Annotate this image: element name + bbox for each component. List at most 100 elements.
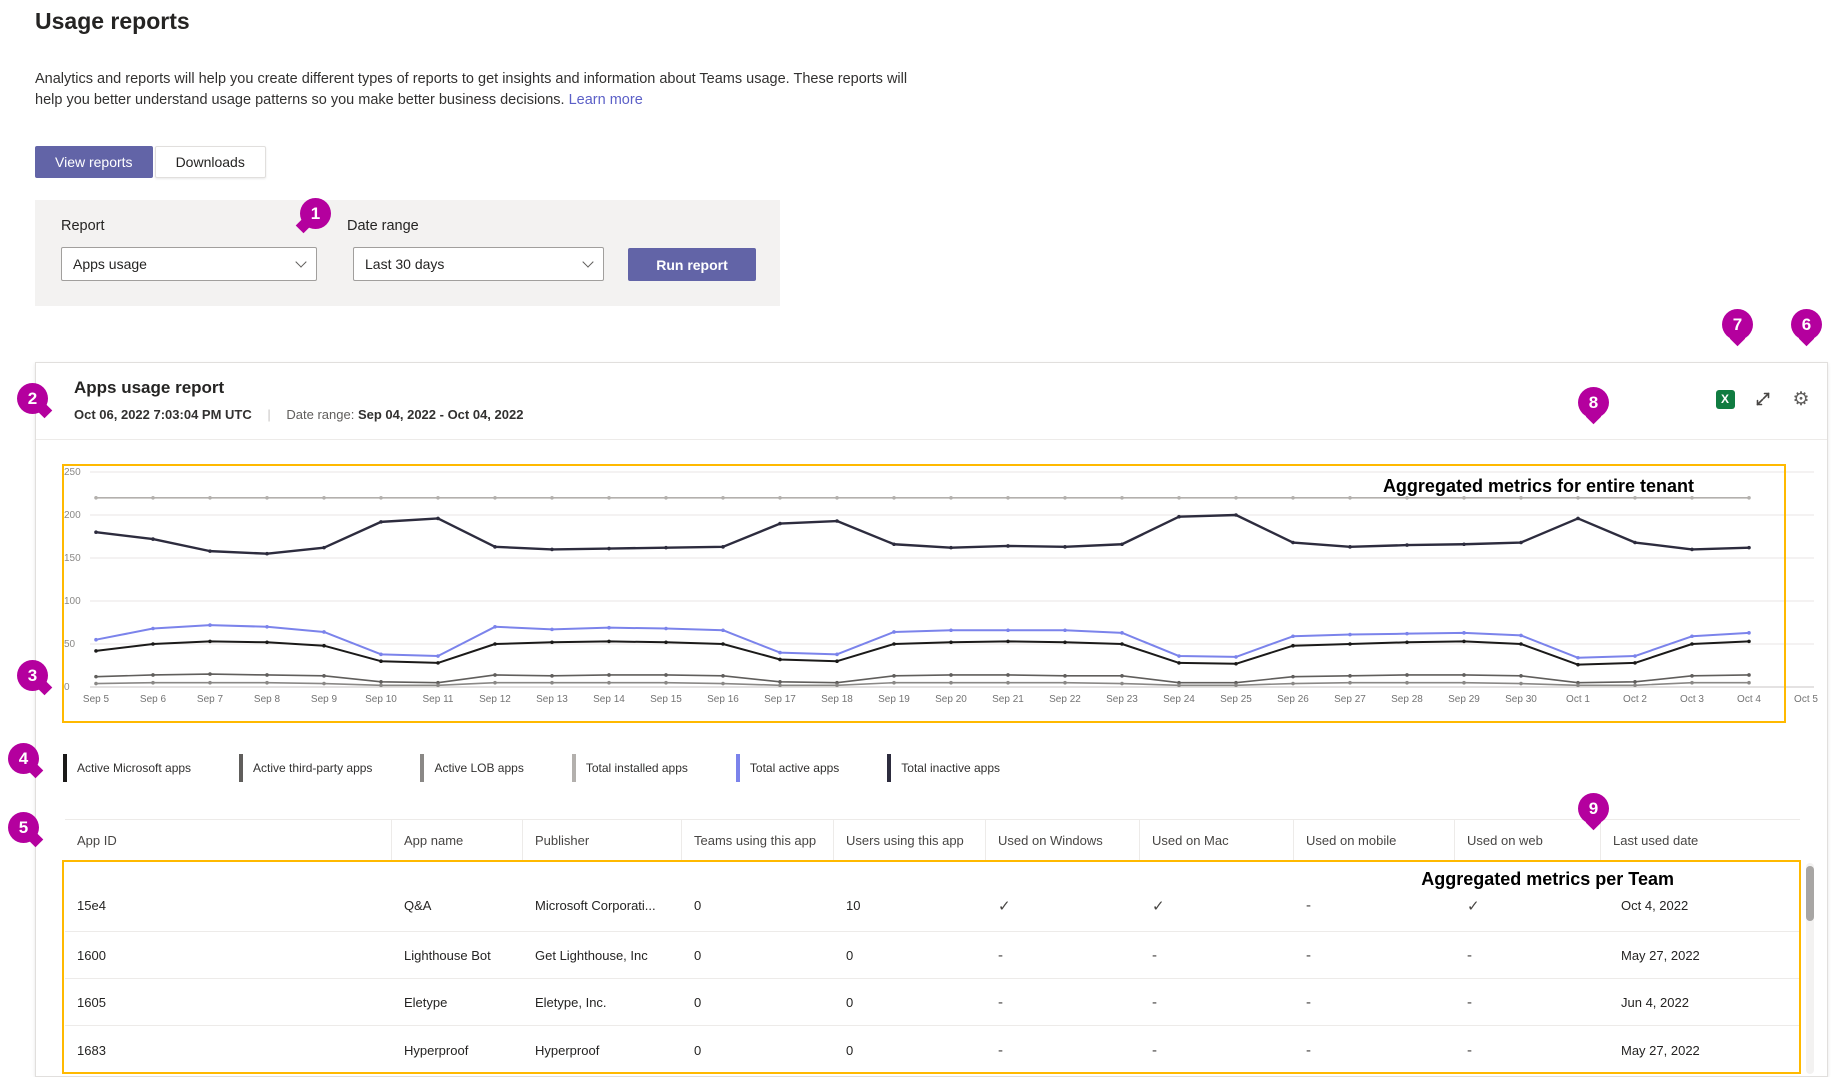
table-annotation-label: Aggregated metrics per Team <box>1421 869 1674 889</box>
cell-publisher: Microsoft Corporati... <box>535 898 656 913</box>
report-card-title: Apps usage report <box>74 378 225 397</box>
col-publisher: Publisher <box>523 820 682 861</box>
svg-text:Sep 23: Sep 23 <box>1106 694 1138 705</box>
cell-app-name: Q&A <box>404 898 432 913</box>
cell-teams: 0 <box>694 1042 702 1058</box>
table-row: 1683 Hyperproof Hyperproof 0 0 - - - - M… <box>65 1026 1800 1074</box>
report-generated-timestamp: Oct 06, 2022 7:03:04 PM UTC <box>74 407 252 422</box>
learn-more-link[interactable]: Learn more <box>568 91 643 108</box>
excel-export-icon[interactable]: X <box>1715 389 1735 409</box>
cell-teams: 0 <box>694 947 702 963</box>
col-used-mac: Used on Mac <box>1140 820 1294 861</box>
col-app-id: App ID <box>65 820 392 861</box>
check-icon: ✓ <box>1152 897 1165 915</box>
svg-text:Sep 14: Sep 14 <box>593 694 625 705</box>
apps-usage-report-card: Apps usage report Oct 06, 2022 7:03:04 P… <box>35 362 1828 1077</box>
svg-text:Sep 30: Sep 30 <box>1505 694 1537 705</box>
callout-pin-3: 3 <box>17 660 48 691</box>
svg-text:Sep 25: Sep 25 <box>1220 694 1252 705</box>
svg-text:Sep 6: Sep 6 <box>140 694 167 705</box>
cell-users: 10 <box>846 898 861 913</box>
dash-mark: - <box>1467 993 1472 1011</box>
svg-text:50: 50 <box>64 639 76 650</box>
svg-text:Oct 1: Oct 1 <box>1566 694 1590 705</box>
page-title: Usage reports <box>35 8 190 34</box>
apps-table-header: App ID App name Publisher Teams using th… <box>65 819 1800 862</box>
dash-mark: - <box>1152 946 1157 964</box>
svg-text:Sep 10: Sep 10 <box>365 694 397 705</box>
cell-app-name: Lighthouse Bot <box>404 947 491 963</box>
callout-pin-9: 9 <box>1578 793 1609 824</box>
report-tabs: View reports Downloads <box>35 146 266 178</box>
check-icon: ✓ <box>998 897 1011 915</box>
report-meta: Oct 06, 2022 7:03:04 PM UTC | Date range… <box>74 407 523 422</box>
svg-text:Sep 5: Sep 5 <box>83 694 110 705</box>
svg-text:Sep 9: Sep 9 <box>311 694 338 705</box>
col-app-name: App name <box>392 820 523 861</box>
scrollbar-thumb[interactable] <box>1806 866 1814 921</box>
legend-item: Total installed apps <box>571 754 702 782</box>
svg-text:Sep 13: Sep 13 <box>536 694 568 705</box>
run-report-button[interactable]: Run report <box>628 248 756 281</box>
svg-text:Sep 12: Sep 12 <box>479 694 511 705</box>
description-text: Analytics and reports will help you crea… <box>35 70 908 108</box>
dash-mark: - <box>1306 946 1311 964</box>
settings-gear-icon[interactable]: ⚙ <box>1792 388 1810 410</box>
table-row: 1605 Eletype Eletype, Inc. 0 0 - - - - J… <box>65 979 1800 1026</box>
svg-text:Sep 7: Sep 7 <box>197 694 224 705</box>
chart-legend: Active Microsoft apps Active third-party… <box>63 754 1014 782</box>
table-row: 15e4 Q&A Microsoft Corporati... 0 10 ✓ ✓… <box>65 862 1800 932</box>
table-scrollbar[interactable] <box>1806 863 1814 1074</box>
legend-item: Active LOB apps <box>420 754 537 782</box>
report-date-range-value: Sep 04, 2022 - Oct 04, 2022 <box>357 407 524 422</box>
svg-text:Oct 3: Oct 3 <box>1680 694 1704 705</box>
date-range-select-label: Date range <box>347 218 419 234</box>
cell-publisher: Hyperproof <box>535 1042 600 1058</box>
date-range-select-value: Last 30 days <box>365 256 445 272</box>
cell-users: 0 <box>846 947 854 963</box>
card-header-divider <box>36 439 1827 440</box>
usage-chart-area: 0 50 100 150 200 250 Sep 5 Sep 6 Sep 7 Sep 8 Sep 9… <box>62 464 1822 723</box>
svg-text:Sep 24: Sep 24 <box>1163 694 1195 705</box>
tab-view-reports[interactable]: View reports <box>35 146 153 178</box>
callout-pin-1: 1 <box>300 198 331 229</box>
cell-users: 0 <box>846 1042 854 1058</box>
svg-text:Sep 15: Sep 15 <box>650 694 682 705</box>
date-range-select[interactable]: Last 30 days <box>353 247 604 281</box>
callout-pin-8: 8 <box>1578 387 1609 418</box>
svg-text:Sep 26: Sep 26 <box>1277 694 1309 705</box>
check-icon: ✓ <box>1467 897 1480 915</box>
svg-text:150: 150 <box>64 553 81 564</box>
dash-mark: - <box>998 946 1003 964</box>
legend-item: Active third-party apps <box>239 754 386 782</box>
callout-pin-5: 5 <box>8 812 39 843</box>
report-select-value: Apps usage <box>73 256 147 272</box>
svg-text:Oct 2: Oct 2 <box>1623 694 1647 705</box>
report-select[interactable]: Apps usage <box>61 247 317 281</box>
legend-item: Total inactive apps <box>887 754 1014 782</box>
svg-text:0: 0 <box>64 682 70 693</box>
dash-mark: - <box>1306 897 1311 914</box>
usage-chart: 0 50 100 150 200 250 Sep 5 Sep 6 Sep 7 Sep 8 Sep 9… <box>64 467 1818 705</box>
apps-table-body: 15e4 Q&A Microsoft Corporati... 0 10 ✓ ✓… <box>65 862 1800 1074</box>
dash-mark: - <box>1306 993 1311 1011</box>
legend-swatch <box>63 754 67 782</box>
svg-text:200: 200 <box>64 510 81 521</box>
svg-text:250: 250 <box>64 467 81 478</box>
svg-text:Sep 22: Sep 22 <box>1049 694 1081 705</box>
legend-swatch <box>420 754 425 782</box>
dash-mark: - <box>1152 993 1157 1011</box>
cell-last-used: Jun 4, 2022 <box>1621 994 1689 1010</box>
col-users-using: Users using this app <box>834 820 986 861</box>
chevron-down-icon <box>582 256 594 268</box>
chart-annotation-label: Aggregated metrics for entire tenant <box>1382 476 1694 496</box>
svg-text:Sep 16: Sep 16 <box>707 694 739 705</box>
fullscreen-expand-icon[interactable] <box>1753 389 1773 409</box>
cell-teams: 0 <box>694 994 702 1010</box>
svg-text:100: 100 <box>64 596 81 607</box>
svg-text:Sep 27: Sep 27 <box>1334 694 1366 705</box>
col-used-windows: Used on Windows <box>986 820 1140 861</box>
col-teams-using: Teams using this app <box>682 820 834 861</box>
report-filter-panel: Report Apps usage Date range Last 30 day… <box>35 200 780 306</box>
tab-downloads[interactable]: Downloads <box>154 146 266 178</box>
